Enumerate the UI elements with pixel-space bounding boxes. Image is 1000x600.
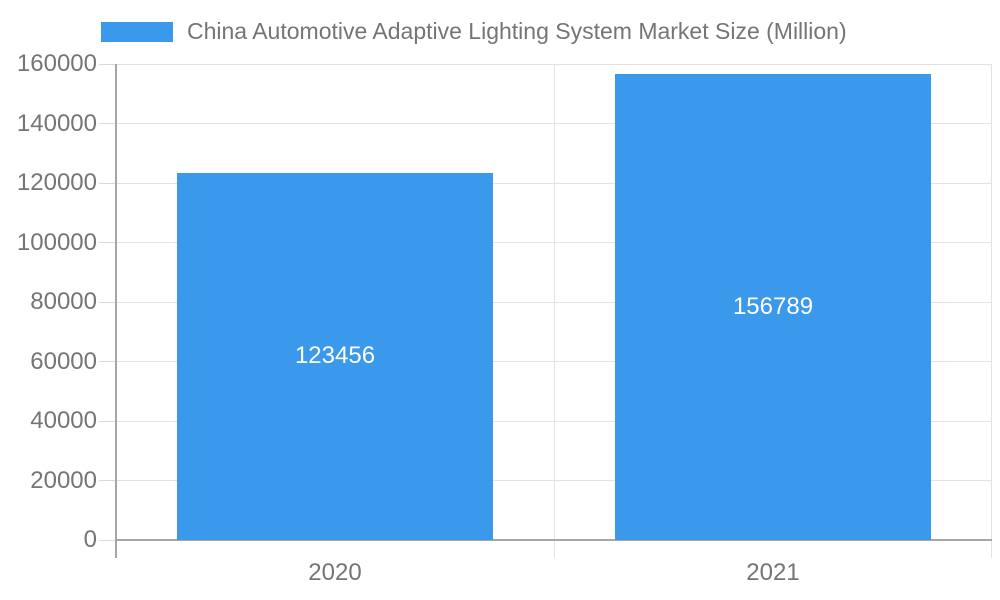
- y-tick-label: 20000: [30, 466, 97, 494]
- y-tick-label: 100000: [16, 228, 97, 256]
- bar-value-label: 123456: [294, 342, 376, 370]
- bar-value-label: 156789: [732, 292, 814, 320]
- chart-legend: China Automotive Adaptive Lighting Syste…: [101, 18, 847, 45]
- y-tick-label: 40000: [30, 407, 97, 434]
- category-divider: [553, 64, 555, 558]
- y-tick-mark: [99, 182, 116, 184]
- y-tick-label: 140000: [16, 109, 97, 137]
- bar: [615, 73, 931, 540]
- y-tick-mark: [99, 539, 116, 541]
- y-axis-line: [115, 64, 117, 558]
- y-tick-mark: [99, 63, 116, 65]
- y-tick-mark: [99, 361, 116, 362]
- y-tick-label: 60000: [30, 347, 97, 375]
- x-tick-label: 2020: [308, 559, 362, 586]
- y-tick-mark: [99, 480, 116, 481]
- x-axis-line: [115, 539, 992, 541]
- y-tick-label: 0: [83, 526, 97, 553]
- y-tick-mark: [99, 301, 116, 303]
- bar: [177, 172, 493, 540]
- legend-label: China Automotive Adaptive Lighting Syste…: [187, 18, 847, 44]
- y-tick-label: 80000: [30, 288, 97, 315]
- legend-swatch: [101, 21, 173, 42]
- plot-right-border: [991, 64, 992, 558]
- y-tick-label: 120000: [16, 169, 97, 196]
- y-tick-mark: [99, 242, 116, 243]
- x-tick-label: 2021: [746, 559, 800, 586]
- y-tick-mark: [99, 123, 116, 124]
- y-tick-mark: [99, 420, 116, 422]
- y-tick-label: 160000: [16, 50, 97, 77]
